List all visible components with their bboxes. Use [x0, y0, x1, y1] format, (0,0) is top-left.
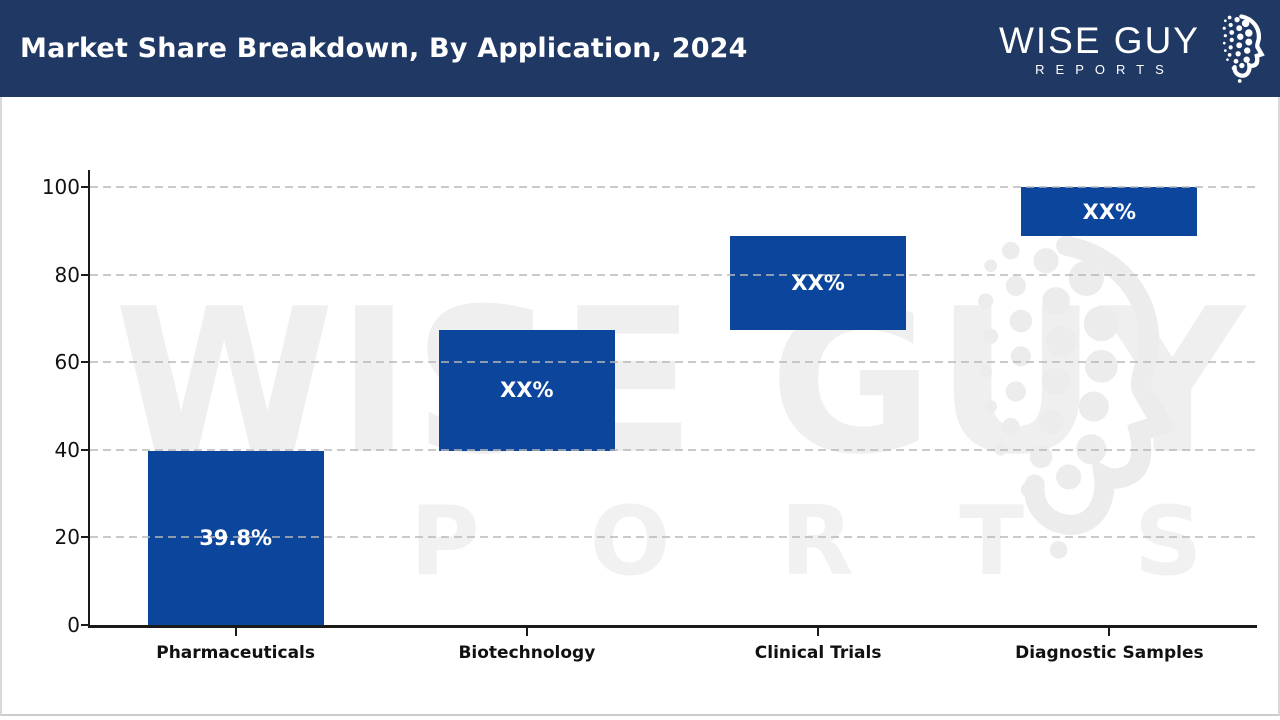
- gridline: [90, 448, 1255, 451]
- chart-area: WISE GUY PORTS 0 20 40 60 80 100 39.8% Pharmace…: [0, 97, 1280, 716]
- bar-segment: [1021, 187, 1198, 237]
- bar-value-label: 39.8%: [199, 525, 273, 550]
- y-tick-label: 20: [54, 525, 80, 550]
- gridline: [90, 536, 1255, 539]
- y-tick-mark: [81, 536, 88, 539]
- x-tick-mark: [817, 628, 820, 636]
- watermark-text-2: PORTS: [410, 487, 1280, 597]
- x-axis: [88, 625, 1257, 628]
- dotted-head-icon: [1204, 10, 1268, 88]
- gridline: [90, 186, 1255, 188]
- bar-value-label: XX%: [791, 271, 845, 296]
- logo-name-text: WISE GUY: [998, 19, 1200, 61]
- page-title: Market Share Breakdown, By Application, …: [20, 33, 748, 64]
- y-tick-mark: [81, 361, 88, 364]
- y-tick-label: 100: [41, 175, 80, 199]
- x-tick-mark: [234, 628, 237, 636]
- watermark-head-icon: [890, 223, 1192, 575]
- y-tick-label: 0: [67, 613, 80, 637]
- y-tick-label: 80: [54, 262, 80, 287]
- logo-subtext: REPORTS: [1035, 61, 1175, 77]
- x-category-label: Biotechnology: [458, 643, 596, 663]
- gridline: [90, 273, 1255, 276]
- wise-guy-logo: WISE GUY REPORTS: [999, 10, 1268, 88]
- logo-wordmark: WISE GUY REPORTS: [999, 22, 1200, 76]
- bar-segment: [438, 329, 615, 451]
- y-axis: [88, 170, 90, 627]
- x-category-label: Clinical Trials: [754, 643, 882, 663]
- bar-value-label: XX%: [1082, 199, 1137, 224]
- y-tick-mark: [81, 624, 88, 626]
- header: Market Share Breakdown, By Application, …: [0, 0, 1280, 97]
- y-tick-label: 40: [54, 437, 80, 462]
- y-tick-mark: [81, 448, 88, 451]
- y-tick-mark: [81, 186, 88, 188]
- y-tick-mark: [81, 273, 88, 276]
- x-tick-mark: [525, 628, 528, 636]
- x-tick-mark: [1108, 628, 1111, 636]
- x-category-label: Diagnostic Samples: [1015, 643, 1204, 663]
- x-category-label: Pharmaceuticals: [156, 643, 315, 663]
- bar-segment: [730, 236, 907, 330]
- gridline: [90, 361, 1255, 364]
- bar-value-label: XX%: [500, 378, 554, 403]
- y-tick-label: 60: [54, 350, 80, 375]
